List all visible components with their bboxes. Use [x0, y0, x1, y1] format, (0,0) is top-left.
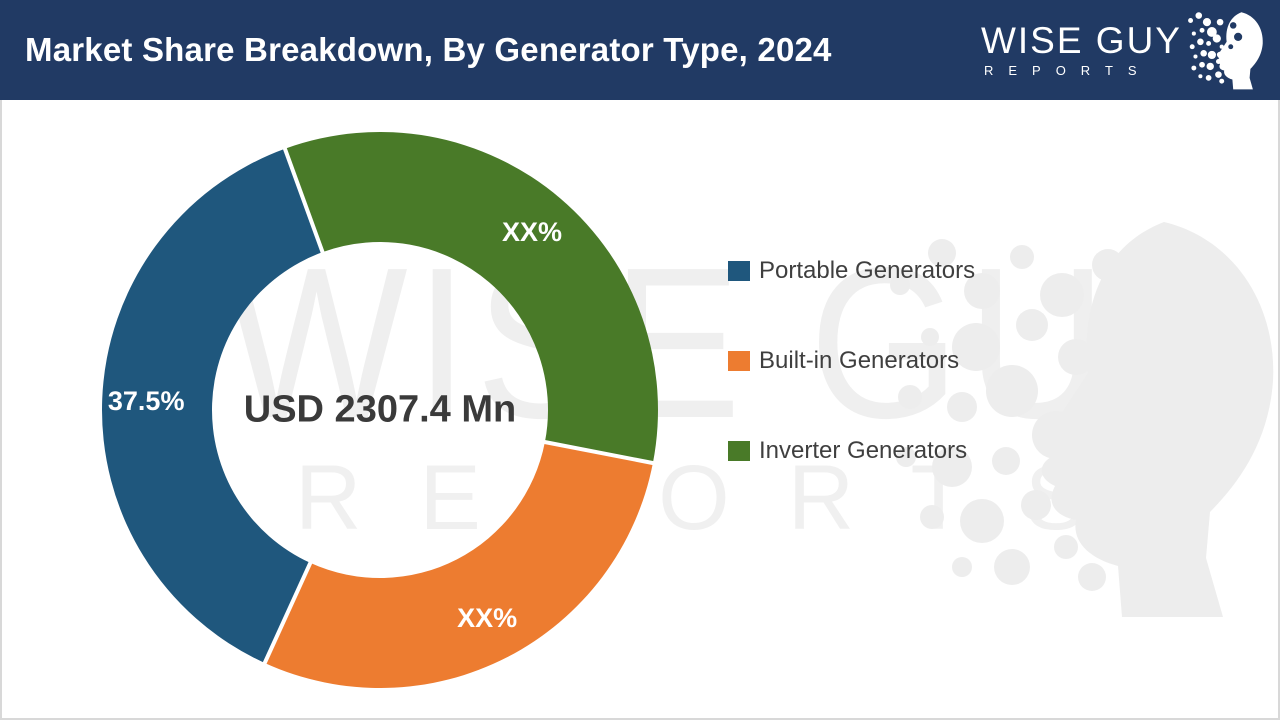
chart-center-value: USD 2307.4 Mn	[243, 388, 517, 431]
chart-legend: Portable Generators Built-in Generators In…	[728, 257, 976, 464]
legend-item-portable-generators: Portable Generators	[728, 257, 976, 284]
watermark-face-icon	[890, 222, 1274, 617]
segment-separator	[282, 147, 325, 254]
donut-segment-built-in-generators	[264, 442, 653, 688]
legend-swatch	[728, 441, 750, 461]
legend-item-inverter-generators: Inverter Generators	[728, 437, 975, 464]
page-border-left	[0, 100, 2, 720]
page-border-right	[1278, 100, 1280, 720]
segment-separator	[262, 561, 313, 665]
legend-swatch	[728, 261, 750, 281]
donut-chart: XX% XX% 37.5%	[101, 132, 658, 688]
legend-label: Portable Generators	[759, 257, 976, 284]
segment-label-built-in-generators: XX%	[457, 603, 517, 633]
legend-item-built-in-generators: Built-in Generators	[728, 347, 975, 374]
wiseguy-face-icon	[1188, 12, 1263, 90]
segment-label-inverter-generators: XX%	[502, 217, 562, 247]
logo-text: WISE GUY REPORTS	[981, 22, 1182, 78]
page-title: Market Share Breakdown, By Generator Typ…	[25, 31, 832, 68]
wiseguy-logo: WISE GUY REPORTS	[981, 7, 1266, 93]
donut-segment-portable-generators	[101, 148, 323, 663]
segment-label-portable-generators: 37.5%	[108, 386, 185, 416]
logo-subtext: REPORTS	[983, 63, 1152, 78]
logo-wordmark: WISE GUY	[980, 20, 1182, 61]
legend-swatch	[728, 351, 750, 371]
segment-separator	[543, 439, 655, 466]
legend-label: Built-in Generators	[759, 347, 960, 374]
page-border-bottom	[0, 718, 1280, 720]
donut-segment-inverter-generators	[284, 132, 658, 464]
legend-label: Inverter Generators	[759, 437, 968, 464]
header-bar: Market Share Breakdown, By Generator Typ…	[0, 0, 1280, 100]
